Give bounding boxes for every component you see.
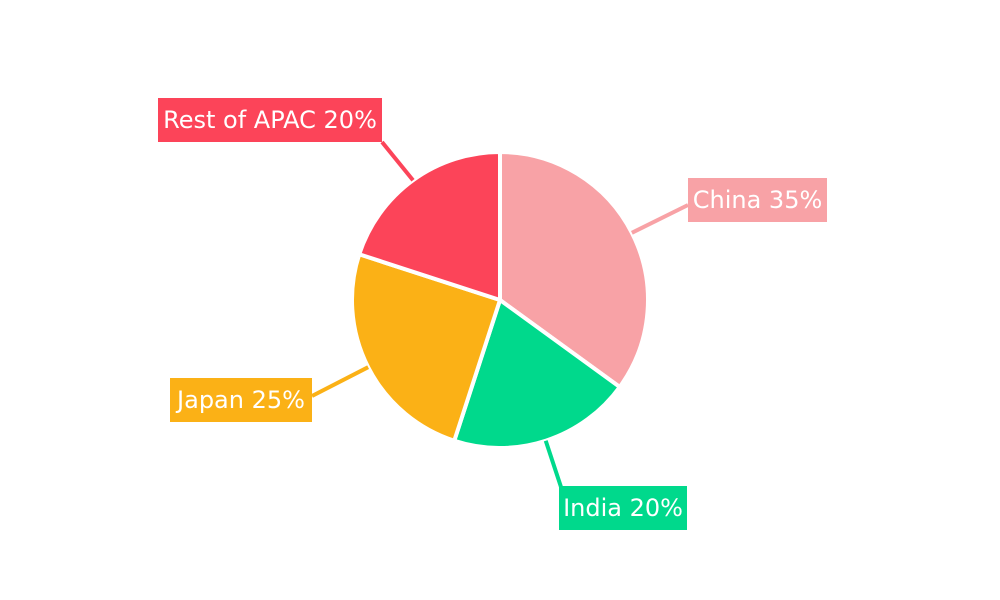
leader-line-india [543, 440, 563, 488]
callout-text-india: India 20% [563, 494, 683, 522]
callout-label-rest-of-apac: Rest of APAC 20% [158, 98, 382, 142]
callout-text-rest-of-apac: Rest of APAC 20% [163, 106, 377, 134]
pie-slice-china[interactable] [498, 150, 650, 389]
leader-line-china [630, 203, 689, 235]
pie-slice-japan[interactable] [350, 252, 502, 443]
callout-text-japan: Japan 25% [177, 386, 305, 414]
callout-text-china: China 35% [692, 186, 823, 214]
leader-line-rest-of-apac [380, 140, 415, 182]
callout-label-japan: Japan 25% [170, 378, 312, 422]
pie-slice-india[interactable] [452, 298, 622, 450]
callout-label-india: India 20% [559, 486, 687, 530]
leader-line-japan [311, 365, 370, 398]
pie-slice-rest-of-apac[interactable] [357, 150, 502, 302]
callout-label-china: China 35% [688, 178, 827, 222]
